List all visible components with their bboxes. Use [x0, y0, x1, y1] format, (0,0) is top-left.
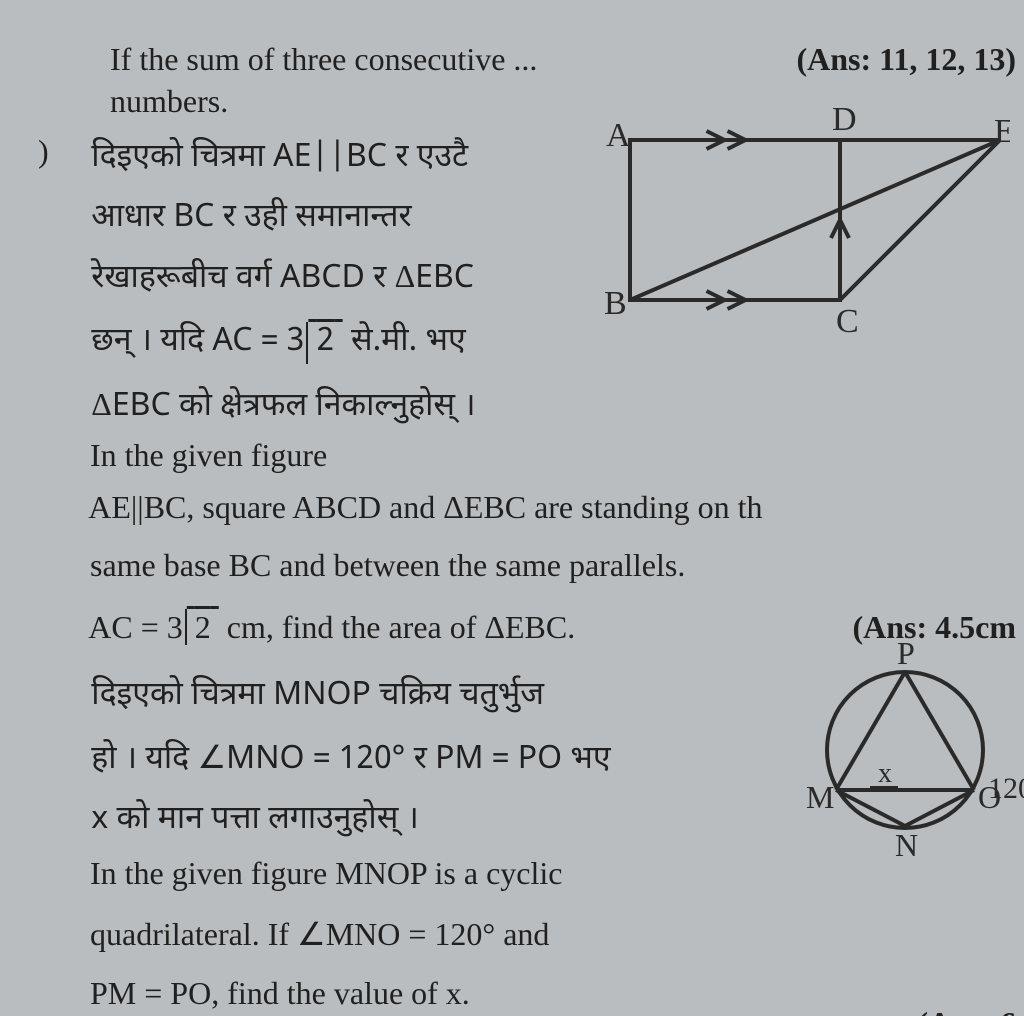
svg-text:P: P: [897, 640, 915, 671]
svg-text:B: B: [604, 285, 627, 322]
q2-figure: PMONx120: [790, 640, 1024, 860]
svg-text:C: C: [836, 303, 859, 335]
q2-ans-prefix: (Ans:: [917, 1005, 1000, 1016]
svg-text:M: M: [806, 779, 834, 815]
svg-text:x: x: [878, 758, 892, 789]
q2-en-3: PM = PO, find the value of x.: [58, 938, 470, 1016]
q1-marker-text: ): [38, 133, 49, 169]
top-answer: (Ans: 11, 12, 13): [764, 4, 1016, 115]
svg-text:E: E: [994, 113, 1010, 150]
svg-text:D: D: [832, 101, 857, 138]
svg-text:120: 120: [988, 772, 1024, 805]
svg-text:N: N: [895, 827, 918, 860]
page: If the sum of three consecutive ... numb…: [0, 0, 1024, 1016]
top-ans-prefix: (Ans:: [796, 41, 879, 77]
q1-figure: A D E B C: [570, 100, 1010, 335]
q2-ans-value: 6: [1000, 1005, 1016, 1016]
top-ans-value: 11, 12, 13): [879, 41, 1016, 77]
q2-answer: (Ans: 6: [885, 968, 1016, 1016]
q2-en-3-text: PM = PO, find the value of x.: [90, 975, 470, 1011]
svg-text:A: A: [606, 117, 631, 154]
q1-marker: ): [6, 96, 49, 207]
